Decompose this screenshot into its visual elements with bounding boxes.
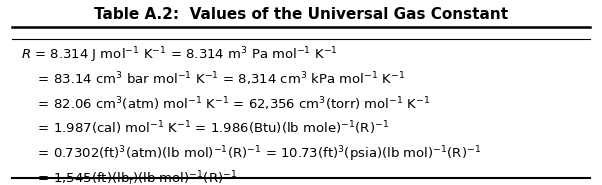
- Text: Table A.2:  Values of the Universal Gas Constant: Table A.2: Values of the Universal Gas C…: [94, 7, 508, 22]
- Text: = 0.7302(ft)$^{3}$(atm)(lb mol)$^{-1}$(R)$^{-1}$ = 10.73(ft)$^{3}$(psia)(lb mol): = 0.7302(ft)$^{3}$(atm)(lb mol)$^{-1}$(R…: [21, 144, 482, 164]
- Text: = 83.14 cm$^{3}$ bar mol$^{-1}$ K$^{-1}$ = 8,314 cm$^{3}$ kPa mol$^{-1}$ K$^{-1}: = 83.14 cm$^{3}$ bar mol$^{-1}$ K$^{-1}$…: [21, 70, 405, 88]
- Text: = 1,545(ft)(lb$_{f}$)(lb mol)$^{-1}$(R)$^{-1}$: = 1,545(ft)(lb$_{f}$)(lb mol)$^{-1}$(R)$…: [21, 169, 237, 185]
- Text: = 82.06 cm$^{3}$(atm) mol$^{-1}$ K$^{-1}$ = 62,356 cm$^{3}$(torr) mol$^{-1}$ K$^: = 82.06 cm$^{3}$(atm) mol$^{-1}$ K$^{-1}…: [21, 95, 430, 112]
- Text: = 1.987(cal) mol$^{-1}$ K$^{-1}$ = 1.986(Btu)(lb mole)$^{-1}$(R)$^{-1}$: = 1.987(cal) mol$^{-1}$ K$^{-1}$ = 1.986…: [21, 120, 389, 137]
- Text: $R$ = 8.314 J mol$^{-1}$ K$^{-1}$ = 8.314 m$^{3}$ Pa mol$^{-1}$ K$^{-1}$: $R$ = 8.314 J mol$^{-1}$ K$^{-1}$ = 8.31…: [21, 45, 338, 65]
